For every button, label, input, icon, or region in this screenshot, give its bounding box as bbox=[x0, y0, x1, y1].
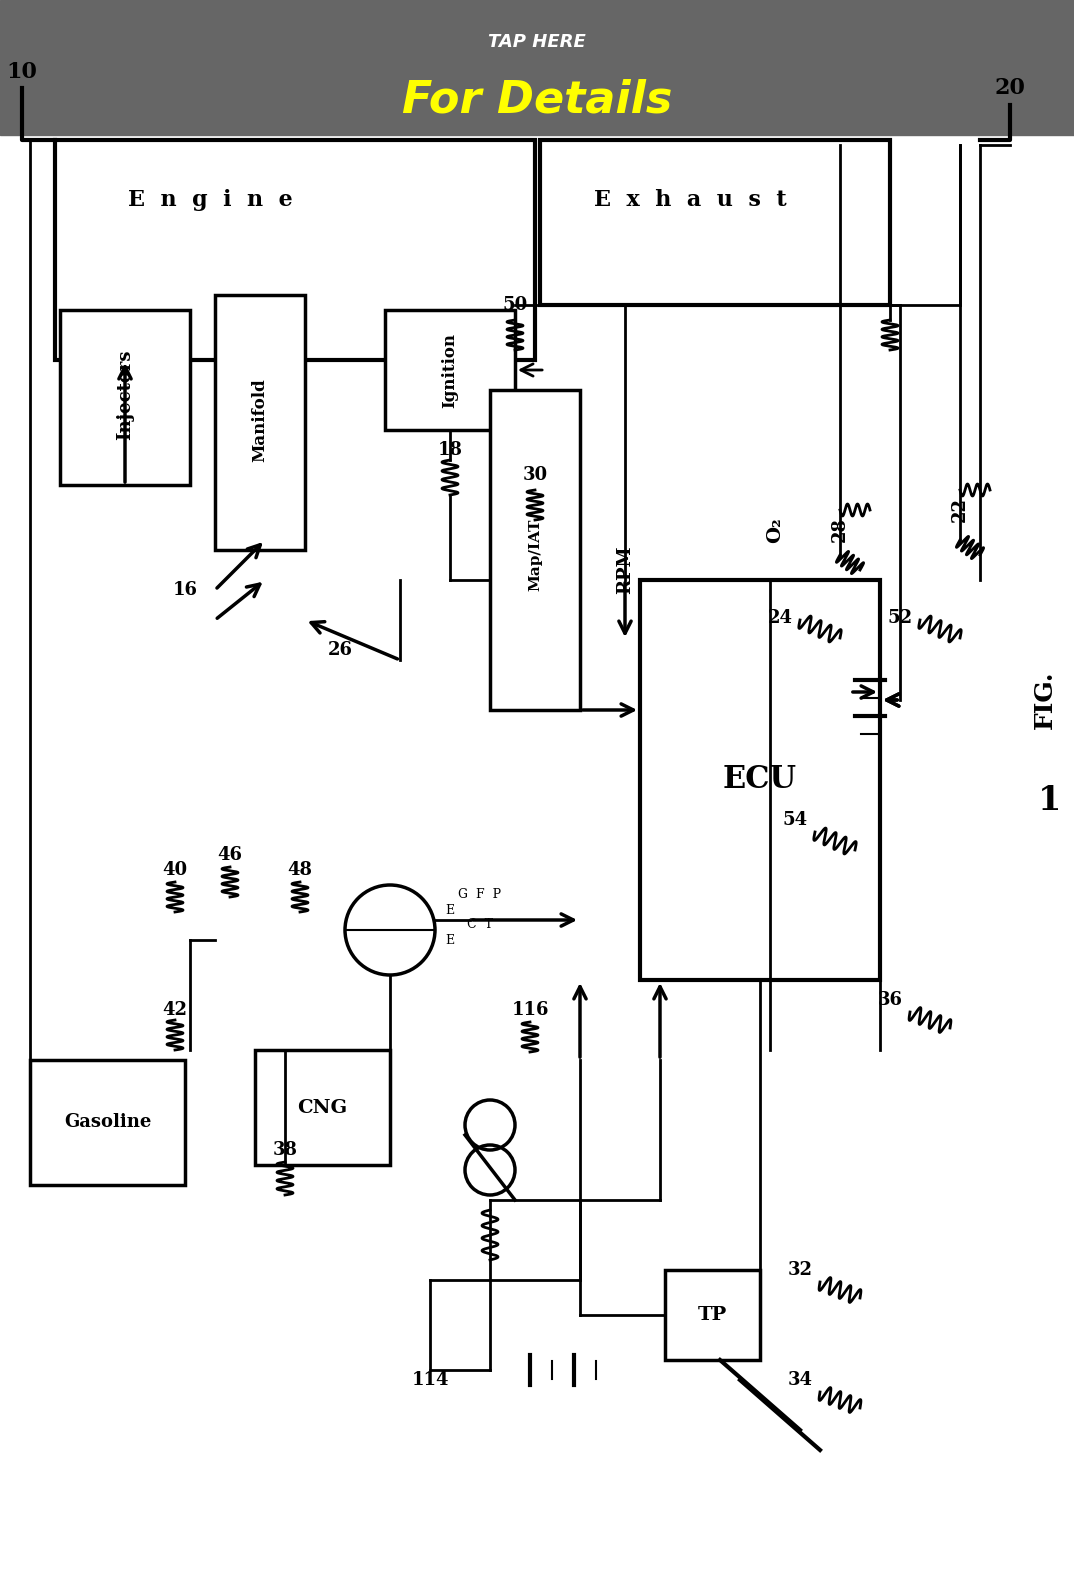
Text: 54: 54 bbox=[783, 810, 808, 829]
Bar bbox=[665, 1270, 760, 1361]
Text: 1: 1 bbox=[1039, 783, 1062, 817]
Text: 38: 38 bbox=[273, 1140, 297, 1159]
Text: 34: 34 bbox=[787, 1370, 813, 1389]
Bar bbox=[0, 0, 1074, 135]
Text: Ignition: Ignition bbox=[441, 333, 459, 408]
Text: 42: 42 bbox=[162, 1001, 188, 1018]
Text: Manifold: Manifold bbox=[251, 377, 268, 462]
Text: FIG.: FIG. bbox=[1033, 671, 1057, 730]
Text: 28: 28 bbox=[831, 517, 850, 542]
Bar bbox=[540, 140, 890, 305]
Text: 36: 36 bbox=[877, 991, 902, 1009]
Text: E  n  g  i  n  e: E n g i n e bbox=[128, 189, 292, 211]
Text: 48: 48 bbox=[288, 861, 313, 879]
Text: E: E bbox=[446, 904, 454, 917]
Text: TP: TP bbox=[697, 1305, 727, 1324]
Bar bbox=[490, 390, 580, 711]
Text: 46: 46 bbox=[218, 845, 243, 864]
Text: CNG: CNG bbox=[296, 1099, 347, 1117]
Text: TAP HERE: TAP HERE bbox=[488, 33, 586, 51]
Text: 30: 30 bbox=[522, 466, 548, 484]
Bar bbox=[60, 309, 190, 485]
Text: 16: 16 bbox=[173, 580, 198, 600]
Text: O₂: O₂ bbox=[766, 517, 784, 542]
Text: E  x  h  a  u  s  t: E x h a u s t bbox=[594, 189, 786, 211]
Bar bbox=[55, 140, 535, 360]
Text: 22: 22 bbox=[950, 498, 969, 522]
Text: Gasoline: Gasoline bbox=[64, 1113, 151, 1131]
Bar bbox=[215, 295, 305, 550]
Bar bbox=[30, 1059, 185, 1185]
Bar bbox=[255, 1050, 390, 1166]
Text: 50: 50 bbox=[503, 297, 527, 314]
Text: RPM: RPM bbox=[616, 546, 634, 595]
Text: 52: 52 bbox=[887, 609, 913, 626]
Text: 114: 114 bbox=[411, 1370, 449, 1389]
Text: 20: 20 bbox=[995, 78, 1026, 98]
Text: Map/IAT: Map/IAT bbox=[528, 519, 542, 592]
Text: G  F  P: G F P bbox=[459, 888, 502, 901]
Bar bbox=[640, 580, 880, 980]
Text: C  T: C T bbox=[467, 918, 493, 931]
Text: 10: 10 bbox=[6, 60, 38, 82]
Text: 40: 40 bbox=[162, 861, 188, 879]
Text: Injectors: Injectors bbox=[116, 351, 134, 441]
Text: 32: 32 bbox=[787, 1261, 813, 1278]
Bar bbox=[384, 309, 516, 430]
Text: ECU: ECU bbox=[723, 764, 797, 796]
Text: 18: 18 bbox=[437, 441, 463, 458]
Text: 116: 116 bbox=[511, 1001, 549, 1018]
Text: 24: 24 bbox=[768, 609, 793, 626]
Text: For Details: For Details bbox=[402, 78, 672, 122]
Text: E: E bbox=[446, 934, 454, 947]
Text: 26: 26 bbox=[328, 641, 352, 660]
